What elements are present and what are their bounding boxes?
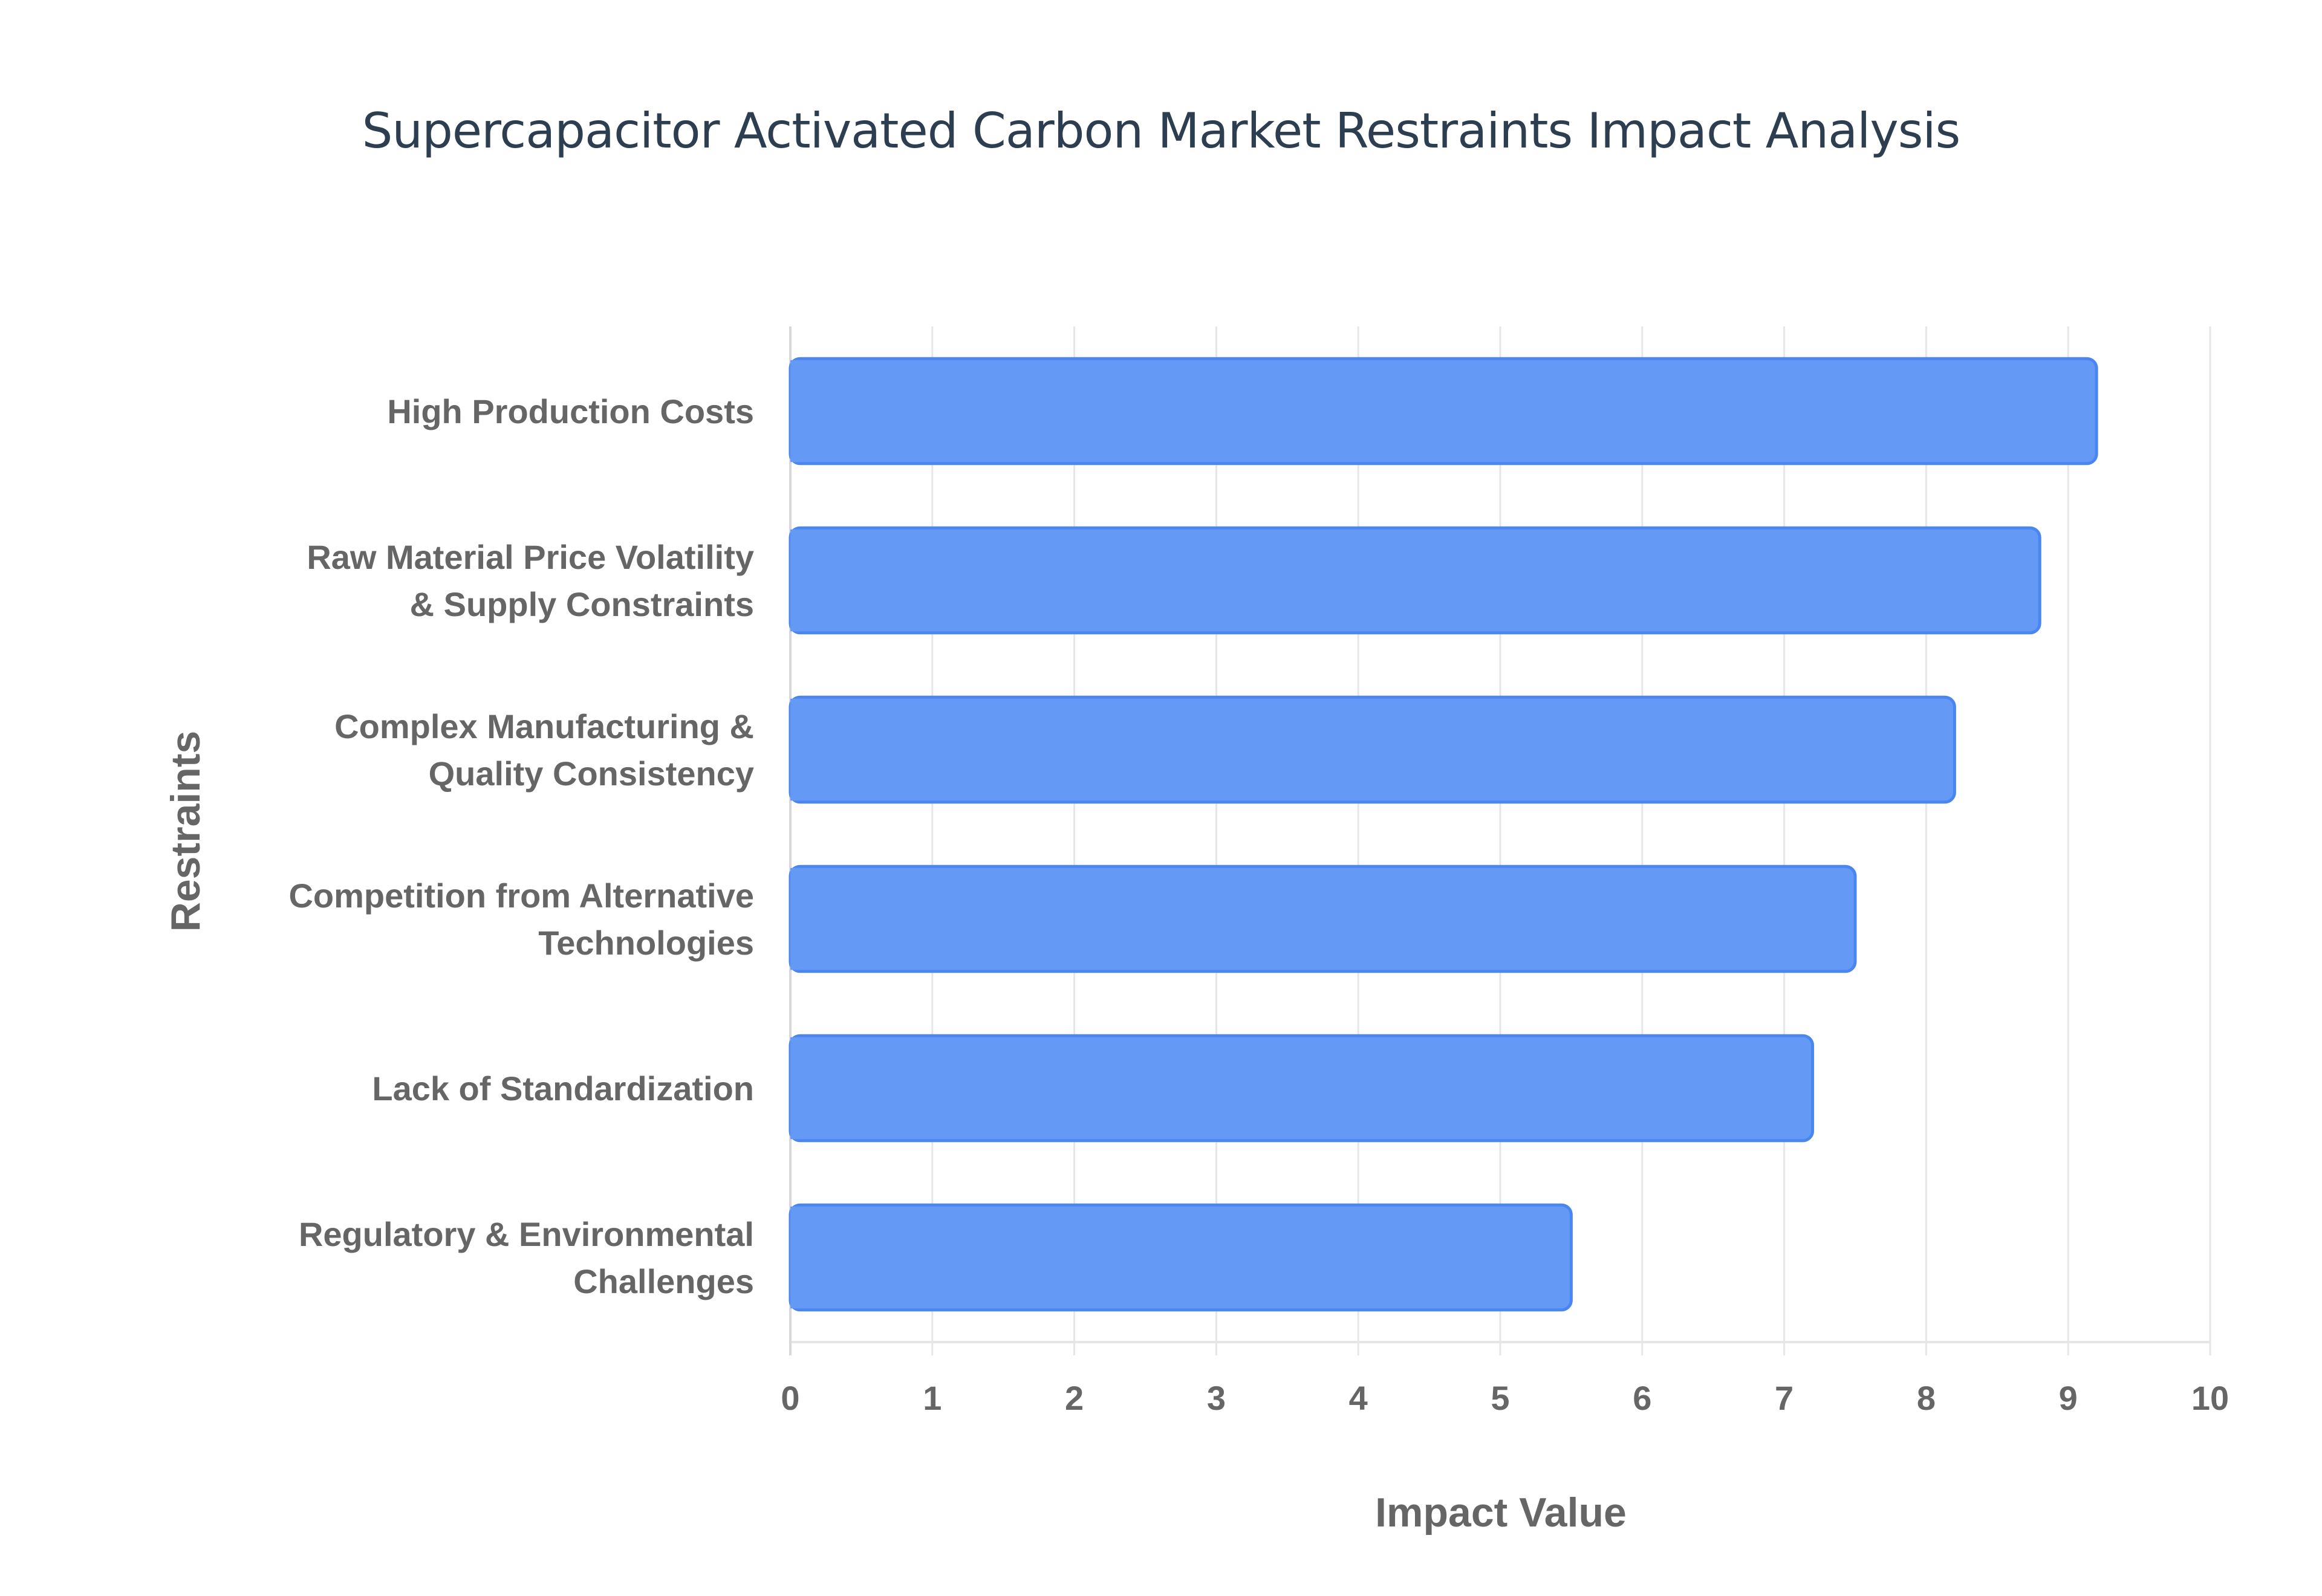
bar-base bbox=[790, 1206, 802, 1309]
bar-base bbox=[790, 868, 802, 970]
y-tick-label: Raw Material Price Volatility bbox=[307, 538, 754, 576]
bar-base bbox=[790, 698, 802, 801]
x-tick-label: 5 bbox=[1491, 1379, 1509, 1417]
x-tick-label: 3 bbox=[1207, 1379, 1226, 1417]
bar[interactable] bbox=[789, 1203, 1573, 1312]
x-tick-label: 7 bbox=[1775, 1379, 1794, 1417]
x-tick-label: 6 bbox=[1633, 1379, 1651, 1417]
chart-title: Supercapacitor Activated Carbon Market R… bbox=[362, 103, 1961, 159]
y-tick-label: Technologies bbox=[538, 924, 754, 962]
y-tick-label: Complex Manufacturing & bbox=[334, 707, 754, 745]
x-tick-label: 4 bbox=[1349, 1379, 1368, 1417]
x-tick-label: 1 bbox=[923, 1379, 941, 1417]
y-tick-label: Quality Consistency bbox=[429, 754, 754, 793]
bar-base bbox=[790, 1037, 802, 1140]
bar-base bbox=[790, 360, 802, 462]
bar[interactable] bbox=[789, 1034, 1815, 1143]
bar-base bbox=[790, 529, 802, 632]
x-tick-label: 10 bbox=[2191, 1379, 2229, 1417]
y-tick-label: Regulatory & Environmental bbox=[299, 1215, 754, 1253]
bar[interactable] bbox=[789, 357, 2098, 465]
y-axis-title: Restraints bbox=[163, 731, 209, 932]
bar[interactable] bbox=[789, 864, 1857, 973]
x-tick-label: 0 bbox=[781, 1379, 799, 1417]
bar[interactable] bbox=[789, 695, 1956, 804]
x-tick-label: 8 bbox=[1917, 1379, 1936, 1417]
x-tick-label: 9 bbox=[2059, 1379, 2078, 1417]
y-tick-label: & Supply Constraints bbox=[410, 585, 754, 623]
x-tick-label: 2 bbox=[1065, 1379, 1084, 1417]
grid-lines bbox=[789, 326, 2211, 1355]
y-tick-label: Lack of Standardization bbox=[372, 1069, 754, 1108]
x-axis-title: Impact Value bbox=[1375, 1490, 1627, 1536]
y-tick-labels: High Production Costs Raw Material Price … bbox=[288, 392, 754, 1300]
y-tick-label: Challenges bbox=[573, 1262, 754, 1300]
bars bbox=[789, 357, 2098, 1312]
y-tick-label: High Production Costs bbox=[387, 392, 754, 430]
y-tick-label: Competition from Alternative bbox=[288, 877, 754, 915]
bar[interactable] bbox=[789, 526, 2041, 635]
x-tick-labels: 0 1 2 3 4 5 6 7 8 9 10 bbox=[781, 1379, 2229, 1417]
